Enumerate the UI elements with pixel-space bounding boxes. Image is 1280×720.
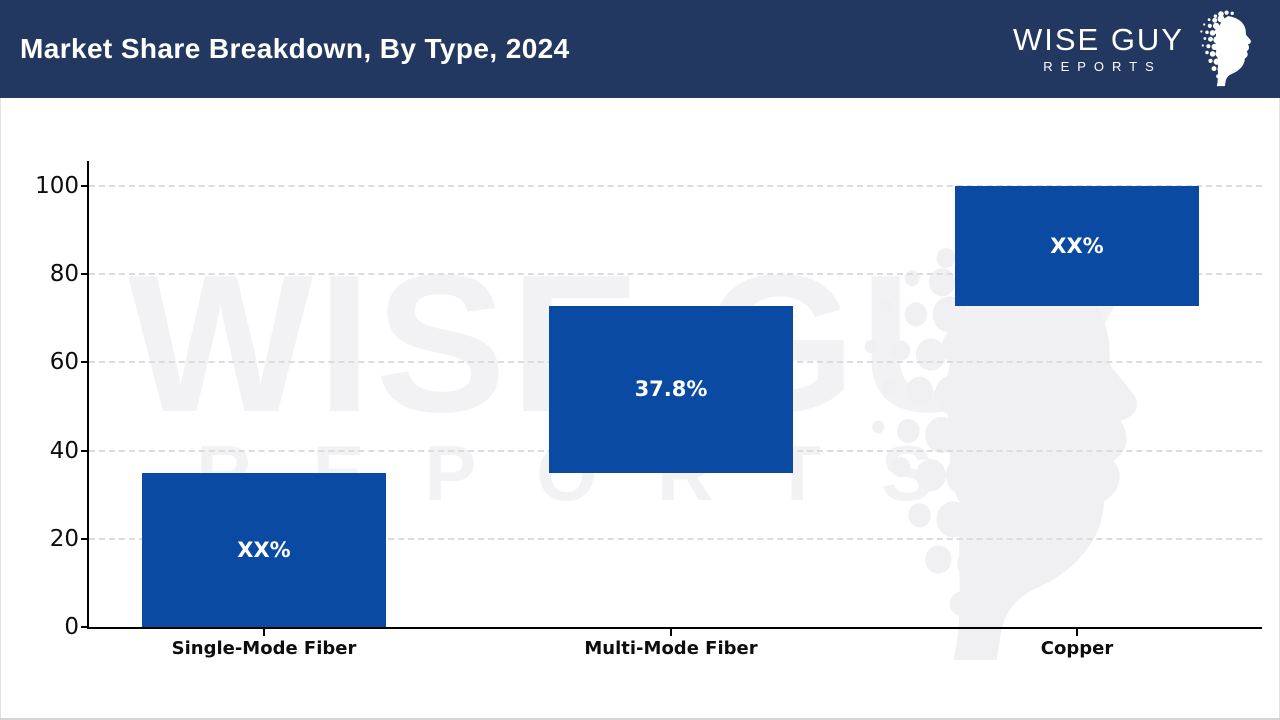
grid-line <box>89 185 1262 187</box>
grid-line <box>89 537 1262 540</box>
header: Market Share Breakdown, By Type, 2024 WI… <box>0 0 1280 98</box>
bar-value-label: XX% <box>237 537 291 562</box>
y-axis-spine <box>87 161 89 629</box>
grid-line <box>89 273 1262 276</box>
y-tick-label: 40 <box>49 437 79 464</box>
x-tick-mark <box>263 627 265 636</box>
bar-value-label: 37.8% <box>634 377 708 402</box>
y-tick-label: 20 <box>49 525 79 552</box>
y-tick-mark <box>81 626 89 628</box>
x-tick-label: Copper <box>1040 638 1114 659</box>
page-title: Market Share Breakdown, By Type, 2024 <box>20 33 570 64</box>
chart-area: WISE GUY REPORTS 020406080100XX%37.8%XX%… <box>0 98 1280 720</box>
brand-logo-text: WISE GUY REPORTS <box>1013 24 1184 74</box>
y-tick-label: 60 <box>49 349 79 376</box>
y-tick-label: 0 <box>64 614 79 640</box>
logo-wordmark: WISE GUY <box>1012 22 1184 57</box>
brand-logo: WISE GUY REPORTS <box>1013 6 1256 92</box>
x-tick-mark <box>670 627 672 636</box>
bar-segment: 37.8% <box>549 305 793 473</box>
bar-segment: XX% <box>955 186 1199 306</box>
y-tick-mark <box>81 185 89 187</box>
y-tick-mark <box>81 273 89 276</box>
x-axis-spine <box>87 627 1262 629</box>
logo-subtext: REPORTS <box>1043 59 1162 74</box>
bar-value-label: XX% <box>1050 233 1104 258</box>
y-tick-mark <box>81 449 89 452</box>
y-tick-label: 80 <box>49 261 79 288</box>
y-tick-label: 100 <box>35 173 79 199</box>
x-tick-label: Single-Mode Fiber <box>171 638 357 659</box>
x-tick-label: Multi-Mode Fiber <box>584 638 758 659</box>
bar-segment: XX% <box>142 472 386 627</box>
y-tick-mark <box>81 361 89 364</box>
y-tick-mark <box>81 537 89 540</box>
logo-dotface-icon <box>1200 10 1251 87</box>
x-tick-mark <box>1076 627 1078 636</box>
